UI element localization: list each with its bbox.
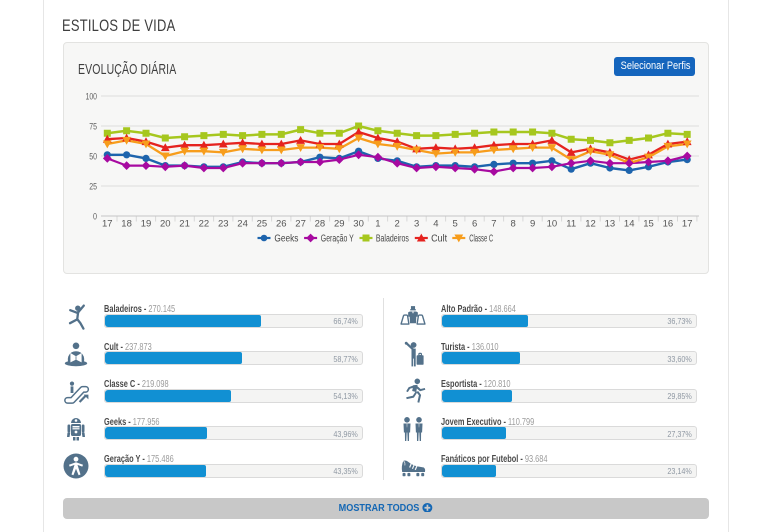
svg-text:Geração Y: Geração Y <box>321 234 354 245</box>
svg-text:15: 15 <box>643 219 654 230</box>
svg-text:27: 27 <box>295 219 306 230</box>
svg-text:50: 50 <box>89 152 97 163</box>
svg-text:25: 25 <box>89 182 97 193</box>
svg-text:29: 29 <box>334 219 345 230</box>
svg-text:4: 4 <box>433 219 438 230</box>
svg-text:75: 75 <box>89 122 97 133</box>
svg-text:6: 6 <box>472 219 477 230</box>
svg-text:23: 23 <box>218 219 229 230</box>
svg-text:100: 100 <box>86 92 98 103</box>
svg-text:7: 7 <box>491 219 496 230</box>
svg-text:18: 18 <box>121 219 132 230</box>
svg-text:14: 14 <box>624 219 635 230</box>
svg-text:24: 24 <box>237 219 248 230</box>
svg-text:11: 11 <box>566 219 576 230</box>
svg-text:30: 30 <box>353 219 364 230</box>
svg-text:Classe C: Classe C <box>469 234 493 245</box>
svg-text:19: 19 <box>141 219 152 230</box>
svg-text:1: 1 <box>375 219 380 230</box>
svg-text:28: 28 <box>315 219 326 230</box>
svg-text:22: 22 <box>199 219 210 230</box>
svg-text:Cult: Cult <box>431 234 447 245</box>
svg-text:Baladeiros: Baladeiros <box>376 234 409 245</box>
svg-text:9: 9 <box>530 219 535 230</box>
svg-text:21: 21 <box>179 219 190 230</box>
svg-text:17: 17 <box>102 219 113 230</box>
svg-text:26: 26 <box>276 219 287 230</box>
svg-text:25: 25 <box>257 219 268 230</box>
svg-text:13: 13 <box>605 219 616 230</box>
svg-text:Geeks: Geeks <box>274 234 298 245</box>
svg-text:16: 16 <box>663 219 674 230</box>
svg-text:12: 12 <box>585 219 596 230</box>
svg-text:10: 10 <box>547 219 558 230</box>
svg-text:0: 0 <box>93 212 97 223</box>
svg-text:20: 20 <box>160 219 171 230</box>
svg-text:5: 5 <box>453 219 458 230</box>
svg-text:17: 17 <box>682 219 693 230</box>
svg-text:8: 8 <box>511 219 516 230</box>
svg-text:2: 2 <box>395 219 400 230</box>
svg-text:3: 3 <box>414 219 419 230</box>
